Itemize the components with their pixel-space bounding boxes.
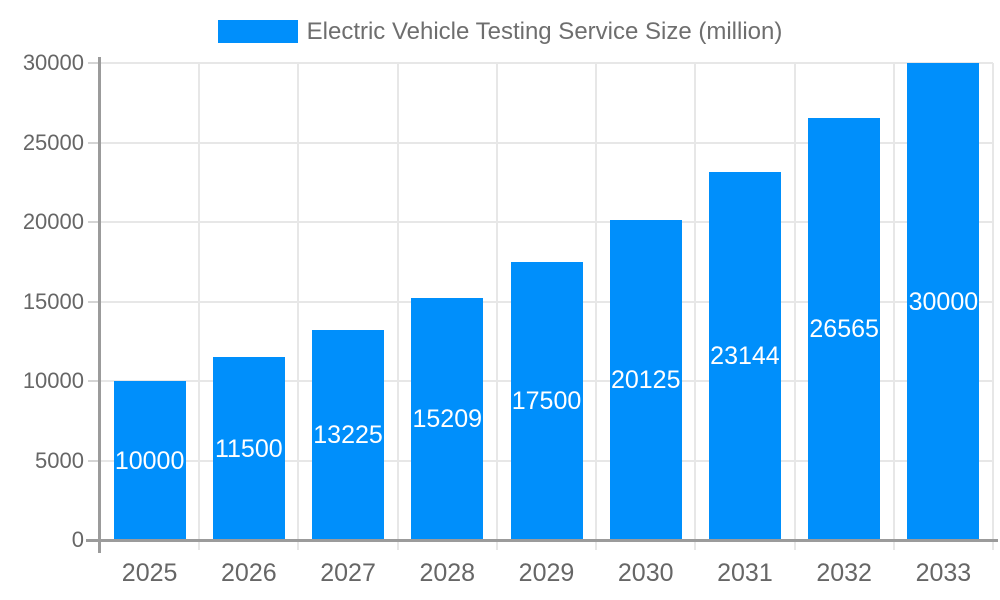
y-gridline [100, 221, 993, 223]
x-axis-label: 2030 [617, 559, 674, 587]
legend-title: Electric Vehicle Testing Service Size (m… [306, 18, 783, 45]
y-axis-tick [88, 300, 100, 303]
x-axis-label: 2031 [717, 559, 773, 587]
bar-2028[interactable] [411, 298, 484, 540]
x-gridline [595, 63, 598, 550]
x-gridline [198, 63, 201, 550]
bar-value-label: 13225 [313, 420, 383, 449]
bar-value-label: 10000 [114, 446, 185, 475]
y-gridline [100, 62, 993, 64]
legend-item[interactable]: Electric Vehicle Testing Service Size (m… [0, 18, 1000, 45]
x-gridline [495, 63, 498, 550]
y-axis-label: 30000 [22, 50, 84, 75]
bar-2025[interactable] [113, 381, 186, 540]
bar-value-label: 17500 [511, 386, 582, 415]
x-gridline [892, 63, 895, 550]
y-axis-label: 5000 [35, 447, 84, 473]
bar-2031[interactable] [708, 172, 781, 540]
x-axis-label: 2025 [121, 559, 178, 587]
x-gridline [793, 63, 796, 550]
y-axis-tick [88, 221, 100, 223]
bar-2027[interactable] [312, 329, 385, 540]
y-axis-tick [88, 141, 100, 144]
bar-2029[interactable] [510, 261, 583, 540]
x-axis-label: 2028 [419, 559, 476, 587]
y-axis-tick [88, 459, 100, 462]
y-axis-line [98, 57, 101, 553]
y-axis-label: 20000 [22, 209, 84, 234]
x-gridline [694, 63, 697, 550]
bar-value-label: 26565 [809, 314, 879, 343]
x-axis-line [86, 539, 998, 542]
y-axis-tick [88, 380, 100, 382]
x-axis-label: 2032 [816, 559, 872, 587]
x-gridline [297, 63, 300, 550]
bar-2033[interactable] [907, 63, 980, 540]
bar-2032[interactable] [808, 117, 881, 540]
y-axis-label: 15000 [22, 288, 84, 314]
bar-value-label: 20125 [610, 366, 681, 394]
x-axis-label: 2026 [221, 559, 277, 587]
y-axis-label: 0 [71, 527, 84, 552]
bar-value-label: 30000 [908, 287, 979, 316]
y-axis-label: 25000 [22, 129, 84, 155]
y-axis-label: 10000 [22, 368, 84, 393]
x-axis-label: 2029 [518, 559, 575, 587]
bar-2030[interactable] [609, 220, 682, 540]
x-gridline [396, 63, 399, 550]
bar-value-label: 23144 [710, 342, 780, 370]
legend-swatch-icon [217, 20, 298, 43]
x-gridline [992, 63, 994, 550]
y-gridline [100, 141, 993, 144]
bar-value-label: 15209 [412, 405, 483, 434]
bar-value-label: 11500 [214, 434, 283, 463]
x-axis-label: 2027 [320, 559, 376, 587]
x-axis-label: 2033 [915, 559, 972, 587]
y-axis-tick [88, 62, 100, 64]
bar-2026[interactable] [212, 357, 285, 540]
